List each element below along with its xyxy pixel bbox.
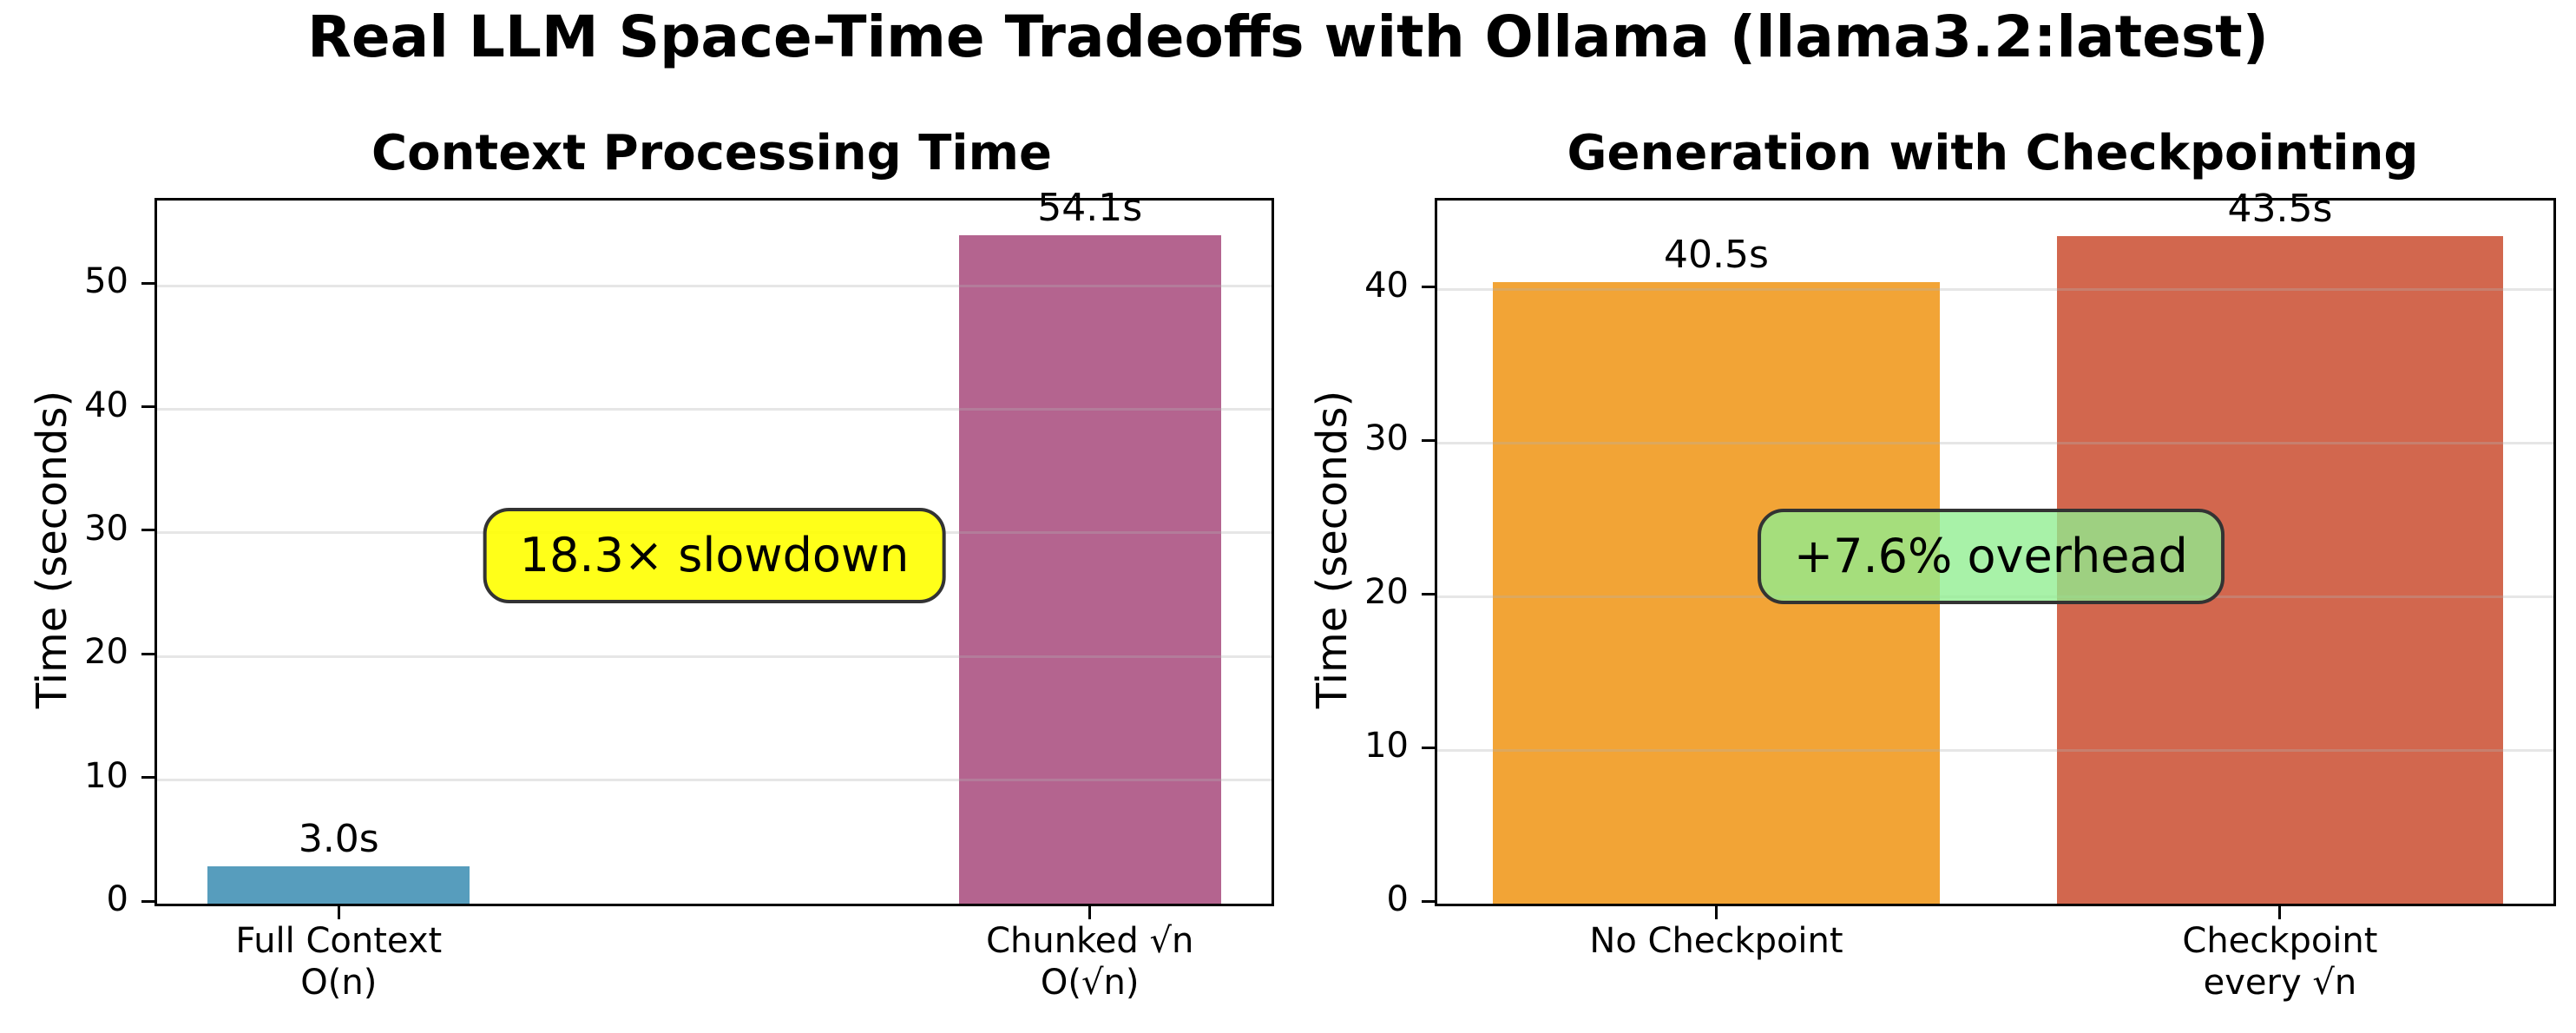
x-tick-label-line: Chunked √n — [986, 921, 1194, 961]
bar-0 — [207, 866, 470, 904]
bar-value-label-1: 43.5s — [2227, 186, 2333, 231]
gridline-40 — [157, 408, 1272, 411]
x-tick-mark-0 — [337, 906, 340, 919]
y-tick-label-20: 20 — [1364, 572, 1409, 613]
gridline-30 — [1437, 441, 2553, 444]
axes-title-left: Context Processing Time — [371, 125, 1052, 181]
x-tick-label-line: O(√n) — [1040, 963, 1140, 1003]
bar-value-label-1: 54.1s — [1037, 185, 1143, 230]
y-tick-label-10: 10 — [84, 755, 128, 796]
y-tick-label-50: 50 — [84, 261, 128, 302]
y-tick-mark-10 — [141, 776, 154, 780]
y-tick-mark-10 — [1422, 746, 1435, 749]
y-tick-mark-40 — [141, 405, 154, 409]
y-tick-mark-30 — [141, 529, 154, 532]
figure-title: Real LLM Space-Time Tradeoffs with Ollam… — [307, 3, 2269, 70]
annotation-box: 18.3× slowdown — [483, 507, 946, 603]
bar-1 — [958, 234, 1221, 904]
y-tick-label-30: 30 — [1364, 418, 1409, 459]
y-tick-label-40: 40 — [84, 385, 128, 425]
bar-value-label-0: 40.5s — [1664, 232, 1769, 277]
y-tick-label-0: 0 — [106, 879, 128, 919]
gridline-50 — [157, 284, 1272, 287]
y-tick-label-30: 30 — [84, 508, 128, 549]
gridline-20 — [157, 655, 1272, 658]
y-tick-mark-0 — [141, 899, 154, 903]
x-tick-label-0: Full Context O(n) — [69, 920, 608, 1003]
plot-area-left: 3.0s 54.1s 18.3× slowdown — [154, 186, 1274, 906]
plot-area-right: 40.5s 43.5s +7.6% overhead — [1435, 187, 2556, 906]
x-tick-label-line: Full Context — [235, 921, 443, 961]
y-tick-mark-0 — [1422, 899, 1435, 903]
axes-title-right: Generation with Checkpointing — [1567, 125, 2419, 181]
x-tick-label-1: Checkpoint every √n — [2011, 920, 2549, 1003]
y-tick-mark-40 — [1422, 286, 1435, 289]
y-tick-label-10: 10 — [1364, 726, 1409, 767]
x-tick-label-line: O(n) — [300, 963, 378, 1003]
annotation-box: +7.6% overhead — [1757, 509, 2224, 605]
x-tick-label-line: every √n — [2203, 963, 2357, 1003]
x-tick-mark-1 — [1088, 906, 1092, 919]
gridline-10 — [157, 779, 1272, 782]
gridline-10 — [1437, 748, 2553, 752]
x-tick-mark-0 — [1715, 906, 1718, 919]
x-tick-label-0: No Checkpoint — [1448, 920, 1986, 962]
y-tick-label-20: 20 — [84, 632, 128, 673]
y-tick-mark-20 — [141, 652, 154, 655]
x-tick-mark-1 — [2278, 906, 2282, 919]
y-tick-mark-20 — [1422, 592, 1435, 595]
y-tick-mark-50 — [141, 281, 154, 285]
y-tick-label-0: 0 — [1386, 879, 1409, 919]
x-tick-label-line: Checkpoint — [2182, 921, 2378, 961]
gridline-40 — [1437, 288, 2553, 292]
x-tick-label-1: Chunked √n O(√n) — [821, 920, 1359, 1003]
x-tick-label-line: No Checkpoint — [1589, 921, 1843, 961]
y-tick-mark-30 — [1422, 438, 1435, 442]
bar-value-label-0: 3.0s — [298, 817, 379, 862]
y-tick-label-40: 40 — [1364, 265, 1409, 306]
